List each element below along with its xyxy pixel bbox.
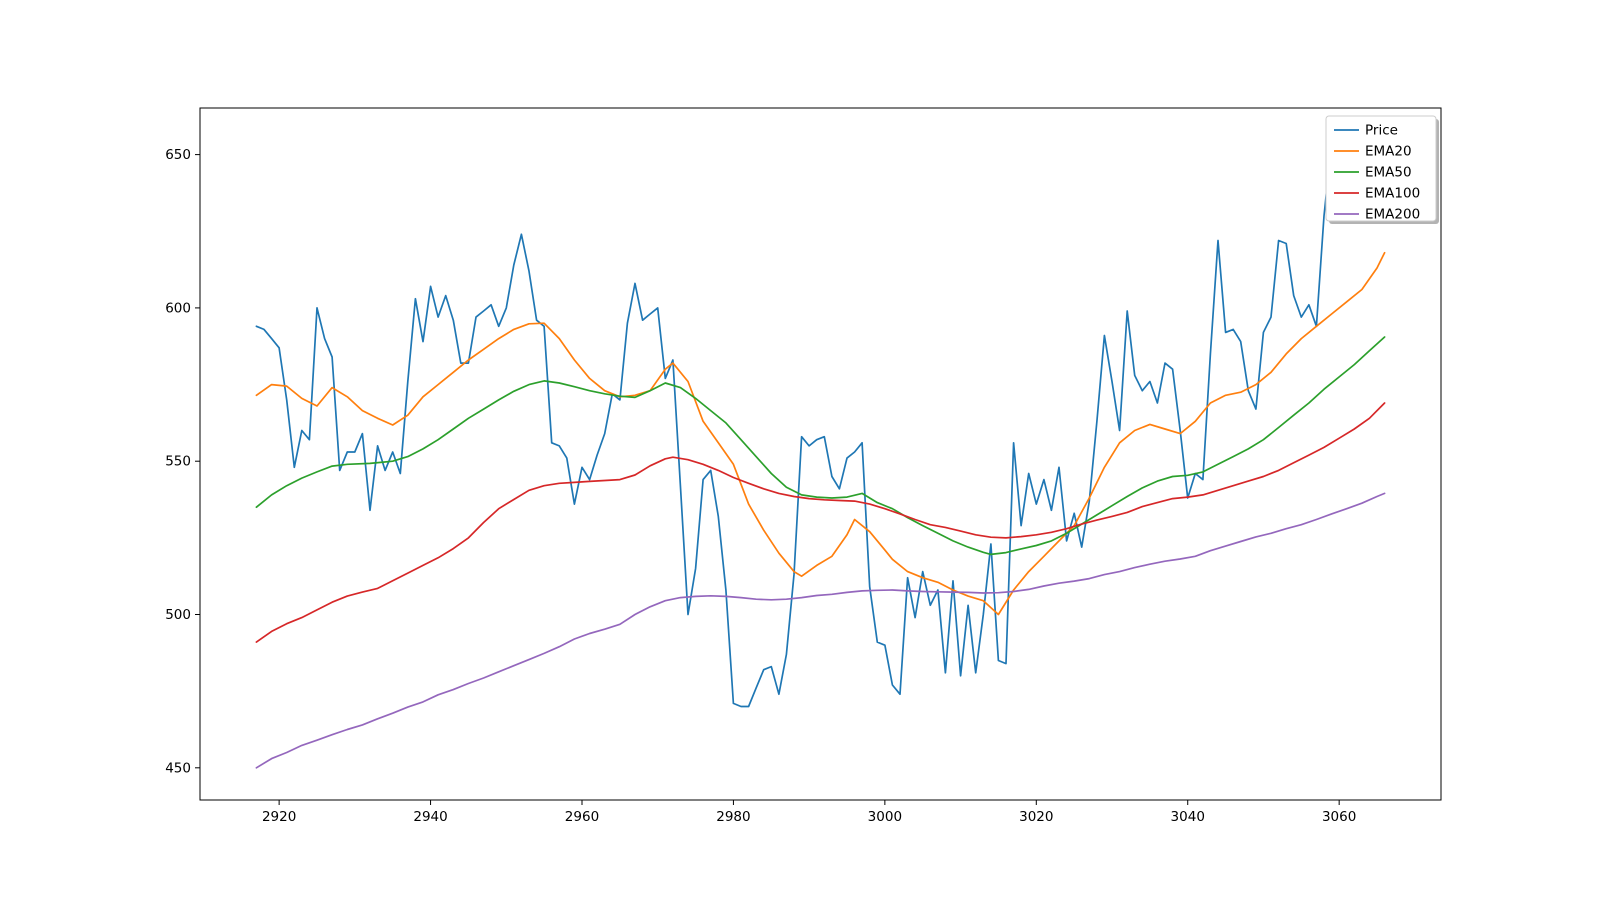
price-line [255, 141, 1394, 708]
x-tick-label: 3040 [1171, 809, 1205, 825]
x-tick-label: 2980 [716, 809, 750, 825]
y-tick-label: 500 [165, 607, 191, 623]
x-tick-label: 2960 [565, 809, 599, 825]
x-tick-label: 3060 [1322, 809, 1356, 825]
x-tick-label: 3000 [868, 809, 902, 825]
ema200-line [255, 492, 1386, 769]
y-tick-label: 550 [165, 454, 191, 470]
ema20-line [255, 251, 1386, 616]
legend-entry: EMA20 [1334, 144, 1412, 160]
legend-entry-label: EMA50 [1365, 165, 1412, 181]
legend-entry: EMA100 [1334, 186, 1420, 202]
y-tick-label: 650 [165, 147, 191, 163]
ema100-line [255, 402, 1386, 643]
plot-border [199, 107, 1442, 801]
legend-entry: EMA50 [1334, 165, 1412, 181]
ema50-line [255, 336, 1386, 556]
x-tick-label: 2940 [413, 809, 447, 825]
y-tick-label: 600 [165, 300, 191, 316]
legend-entry-label: EMA200 [1365, 207, 1420, 223]
x-tick-label: 2920 [262, 809, 296, 825]
legend-entry-label: Price [1365, 123, 1398, 139]
legend-entry-label: EMA20 [1365, 144, 1412, 160]
y-tick-label: 450 [165, 760, 191, 776]
legend-entry: Price [1334, 123, 1398, 139]
legend: Price EMA20 EMA50 EMA100 EMA200 [1325, 115, 1437, 223]
legend-entry-label: EMA100 [1365, 186, 1420, 202]
x-tick-label: 3020 [1019, 809, 1053, 825]
legend-box [1325, 115, 1437, 222]
legend-entry: EMA200 [1334, 207, 1420, 223]
